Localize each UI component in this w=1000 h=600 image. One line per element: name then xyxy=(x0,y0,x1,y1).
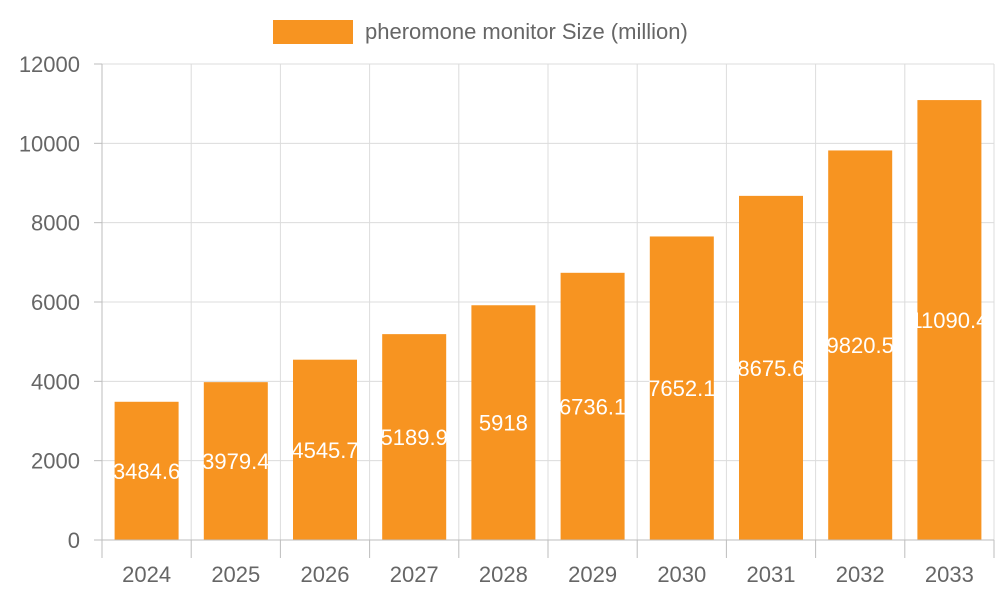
y-tick-label: 10000 xyxy=(19,131,80,156)
bars xyxy=(114,100,982,541)
bar-2026 xyxy=(293,359,357,540)
bar-2029 xyxy=(560,272,625,540)
x-tick-label: 2024 xyxy=(122,562,171,587)
legend-swatch xyxy=(273,20,353,44)
bar-2032 xyxy=(828,150,893,541)
bar-2031 xyxy=(739,195,803,541)
data-label-2026: 4545.7 xyxy=(291,438,358,463)
data-label-2030: 7652.1 xyxy=(648,376,715,401)
data-label-2032: 9820.5 xyxy=(827,333,894,358)
bar-2027 xyxy=(382,334,447,540)
x-tick-label: 2033 xyxy=(925,562,974,587)
y-axis-ticks: 0 2000 4000 6000 8000 10000 12000 xyxy=(19,52,102,553)
data-label-2033: 11090.4 xyxy=(910,308,988,333)
y-tick-label: 0 xyxy=(68,528,80,553)
y-tick-label: 6000 xyxy=(31,290,80,315)
x-tick-label: 2031 xyxy=(747,562,796,587)
y-tick-label: 12000 xyxy=(19,52,80,77)
data-label-2025: 3979.4 xyxy=(202,449,269,474)
y-tick-label: 2000 xyxy=(31,449,80,474)
bar-2030 xyxy=(649,236,714,540)
data-label-2028: 5918 xyxy=(479,411,528,436)
data-label-2027: 5189.9 xyxy=(381,425,448,450)
legend-label: pheromone monitor Size (million) xyxy=(365,19,688,44)
x-tick-label: 2032 xyxy=(836,562,885,587)
x-tick-label: 2030 xyxy=(657,562,706,587)
data-labels: 3484.6 3979.4 4545.7 5189.9 5918 6736.1 7652.1… xyxy=(113,308,988,484)
grid xyxy=(102,63,995,540)
data-label-2029: 6736.1 xyxy=(559,394,626,419)
x-tick-label: 2028 xyxy=(479,562,528,587)
x-axis-ticks: 2024 2025 2026 2027 2028 2029 2030 2031 2032 2033 xyxy=(101,540,995,587)
data-label-2024: 3484.6 xyxy=(113,459,180,484)
legend: pheromone monitor Size (million) xyxy=(273,19,688,44)
bar-2025 xyxy=(203,382,268,540)
y-tick-label: 4000 xyxy=(31,369,80,394)
data-label-2031: 8675.6 xyxy=(737,356,804,381)
x-tick-label: 2026 xyxy=(301,562,350,587)
bar-2033 xyxy=(917,100,982,540)
x-tick-label: 2029 xyxy=(568,562,617,587)
bar-2028 xyxy=(471,305,536,540)
bar-2024 xyxy=(114,401,179,540)
y-tick-label: 8000 xyxy=(31,211,80,236)
x-tick-label: 2027 xyxy=(390,562,439,587)
x-tick-label: 2025 xyxy=(211,562,260,587)
